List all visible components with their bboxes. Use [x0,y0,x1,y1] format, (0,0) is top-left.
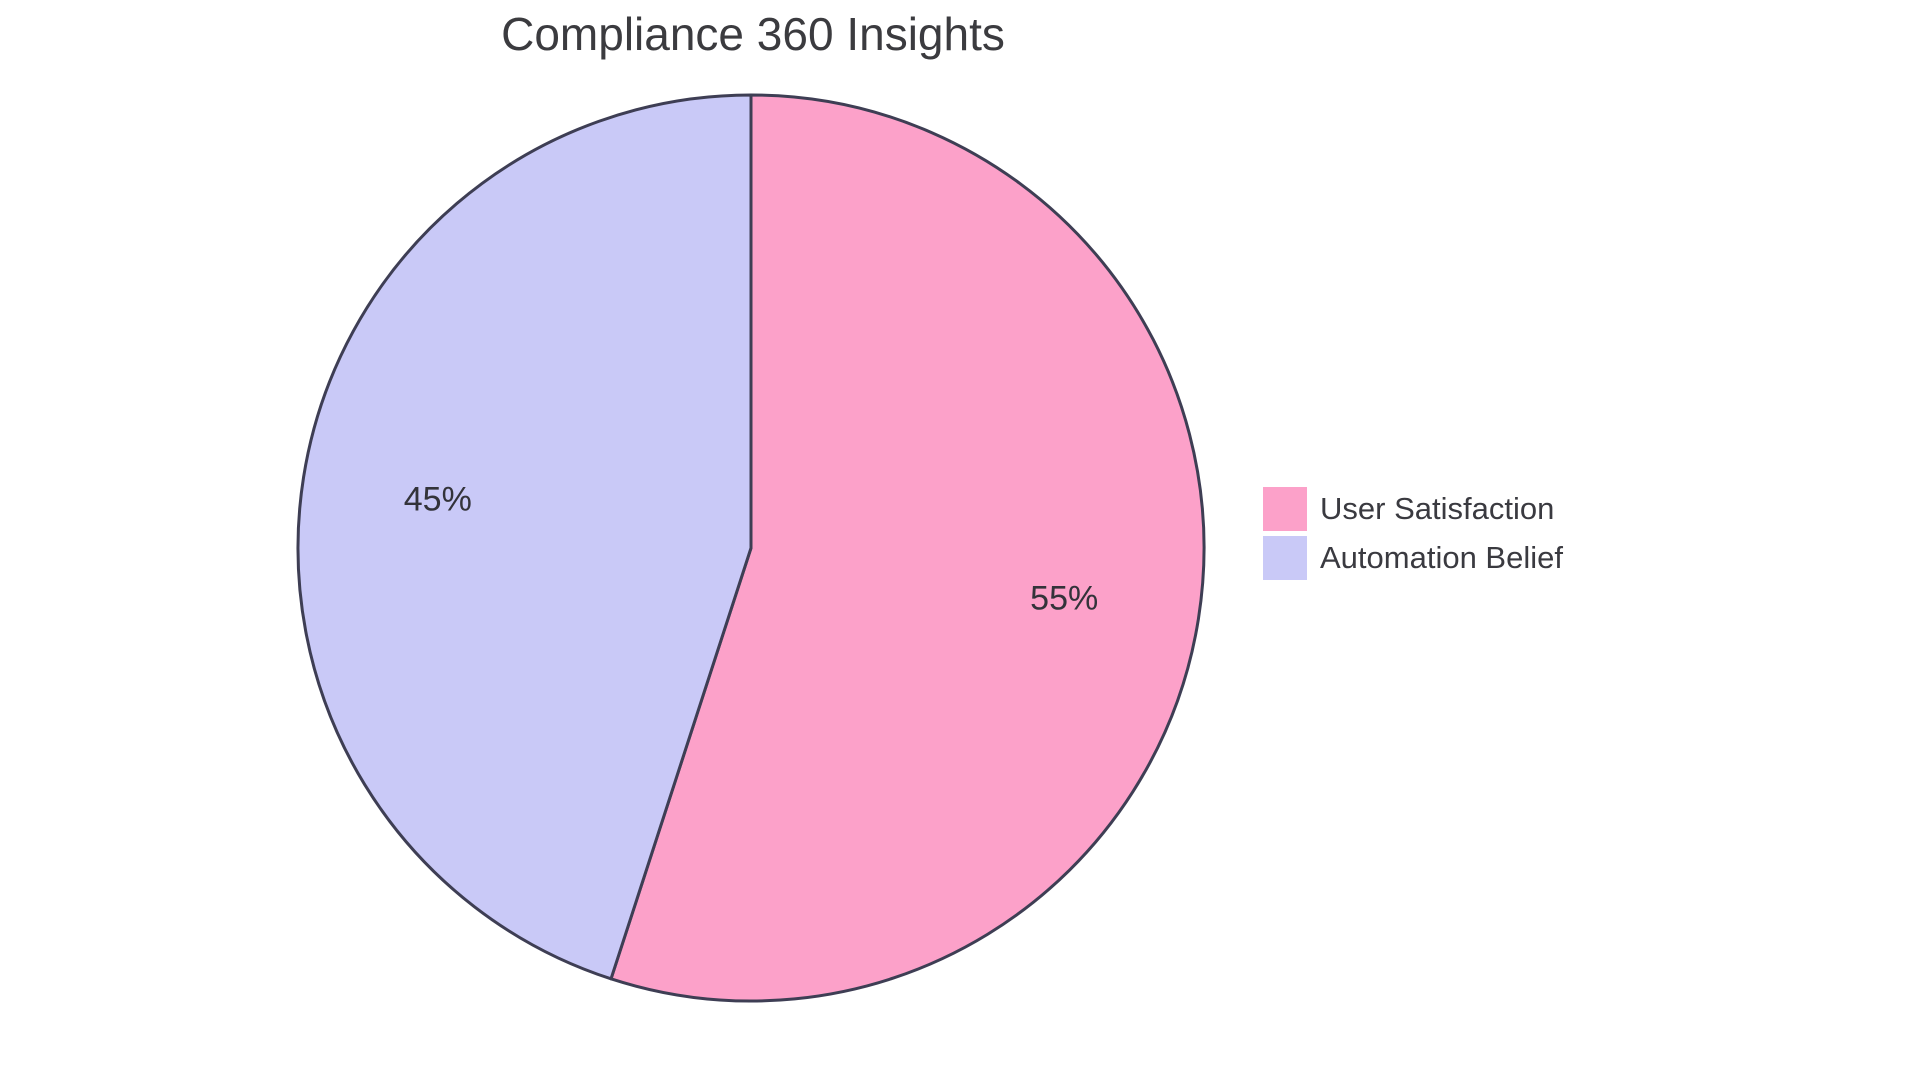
slice-percent-label: 45% [404,480,472,518]
legend: User Satisfaction Automation Belief [1263,487,1563,580]
pie-slices [296,93,1206,1003]
legend-swatch [1263,536,1307,580]
pie-slice-automation-belief [296,93,753,981]
legend-label: User Satisfaction [1320,491,1555,526]
chart-title: Compliance 360 Insights [501,8,1005,60]
slice-percent-label: 55% [1030,580,1098,618]
legend-swatch [1263,487,1307,531]
legend-item-automation-belief: Automation Belief [1263,536,1563,580]
pie-slice-user-satisfaction [609,93,1206,1003]
pie-slice-labels: 55% 45% [404,480,1098,617]
legend-item-user-satisfaction: User Satisfaction [1263,487,1563,531]
legend-label: Automation Belief [1320,540,1563,575]
